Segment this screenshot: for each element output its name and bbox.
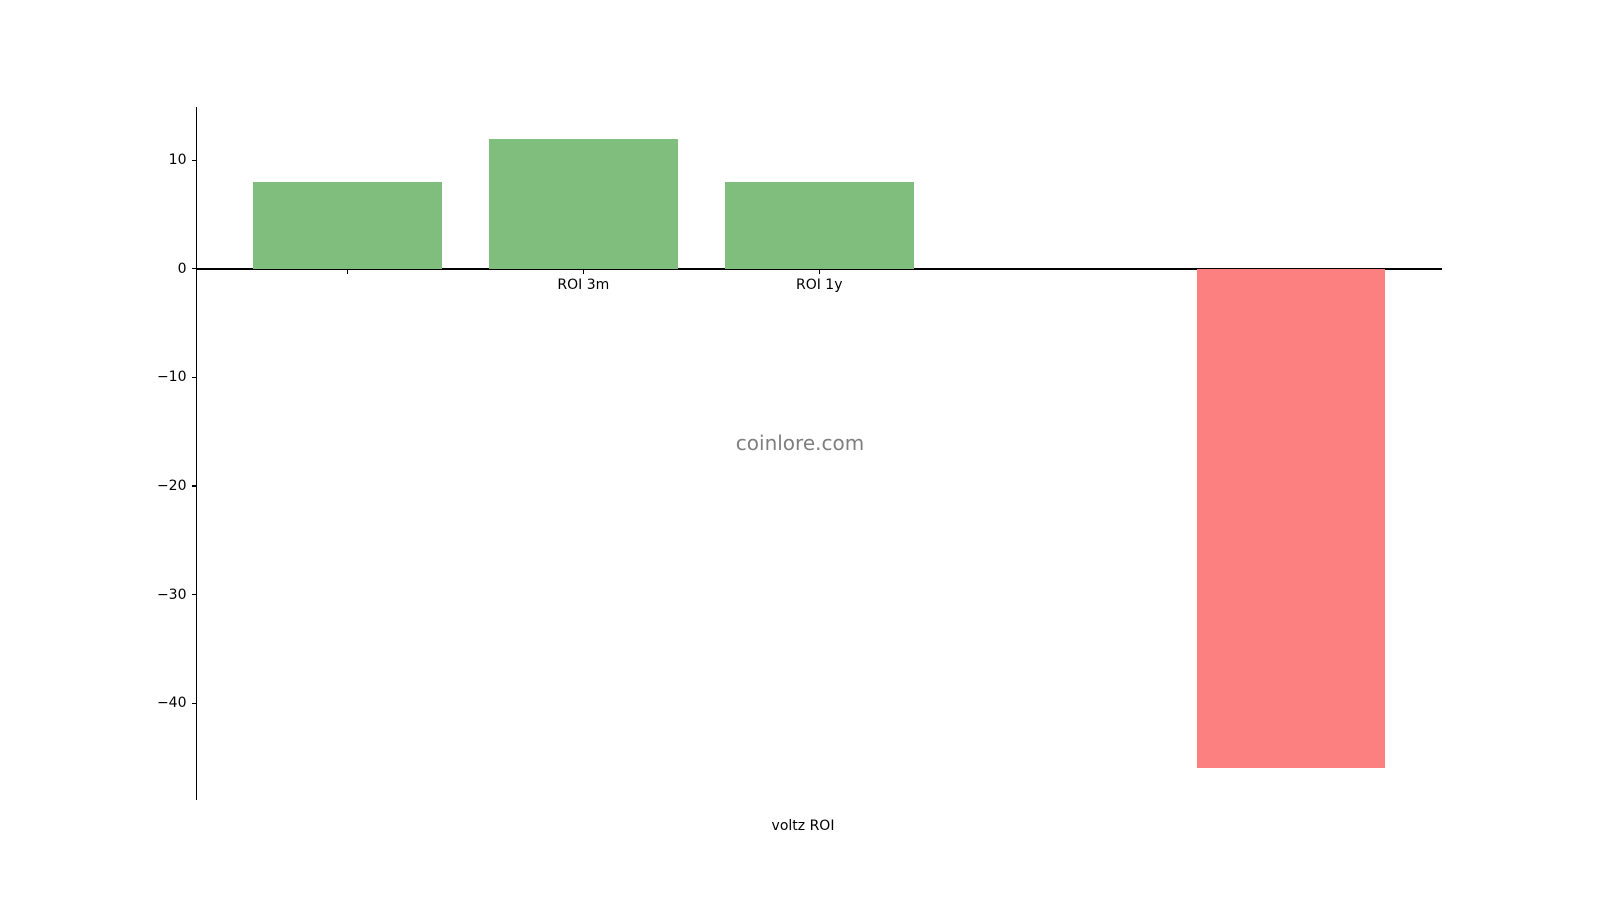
y-tick-label: 0 xyxy=(177,260,187,277)
x-tick-label: ROI 3m xyxy=(557,276,610,293)
watermark-text: coinlore.com xyxy=(735,431,865,455)
y-tick-label: −20 xyxy=(156,478,187,495)
y-axis-spine xyxy=(195,107,198,800)
y-tick-mark xyxy=(191,376,196,379)
x-tick-label: ROI 1y xyxy=(795,276,843,293)
x-tick-mark xyxy=(346,269,349,275)
y-tick-label: 10 xyxy=(168,152,187,169)
y-tick-mark xyxy=(191,594,196,596)
y-tick-label: −30 xyxy=(156,586,187,603)
x-axis-title: voltz ROI xyxy=(771,818,835,834)
bar-4 xyxy=(1196,268,1386,769)
y-tick-label: −40 xyxy=(156,695,187,712)
y-tick-label: −10 xyxy=(156,369,187,386)
y-tick-mark xyxy=(191,702,196,704)
x-tick-mark xyxy=(818,269,820,275)
y-tick-mark xyxy=(191,485,196,487)
bar-roi-3m xyxy=(489,138,678,269)
x-axis-line xyxy=(196,268,1442,270)
y-tick-mark xyxy=(191,268,196,270)
x-tick-mark xyxy=(582,269,584,275)
bar-roi-1y xyxy=(724,181,914,269)
y-tick-mark xyxy=(191,159,196,161)
bar-1 xyxy=(253,181,442,269)
